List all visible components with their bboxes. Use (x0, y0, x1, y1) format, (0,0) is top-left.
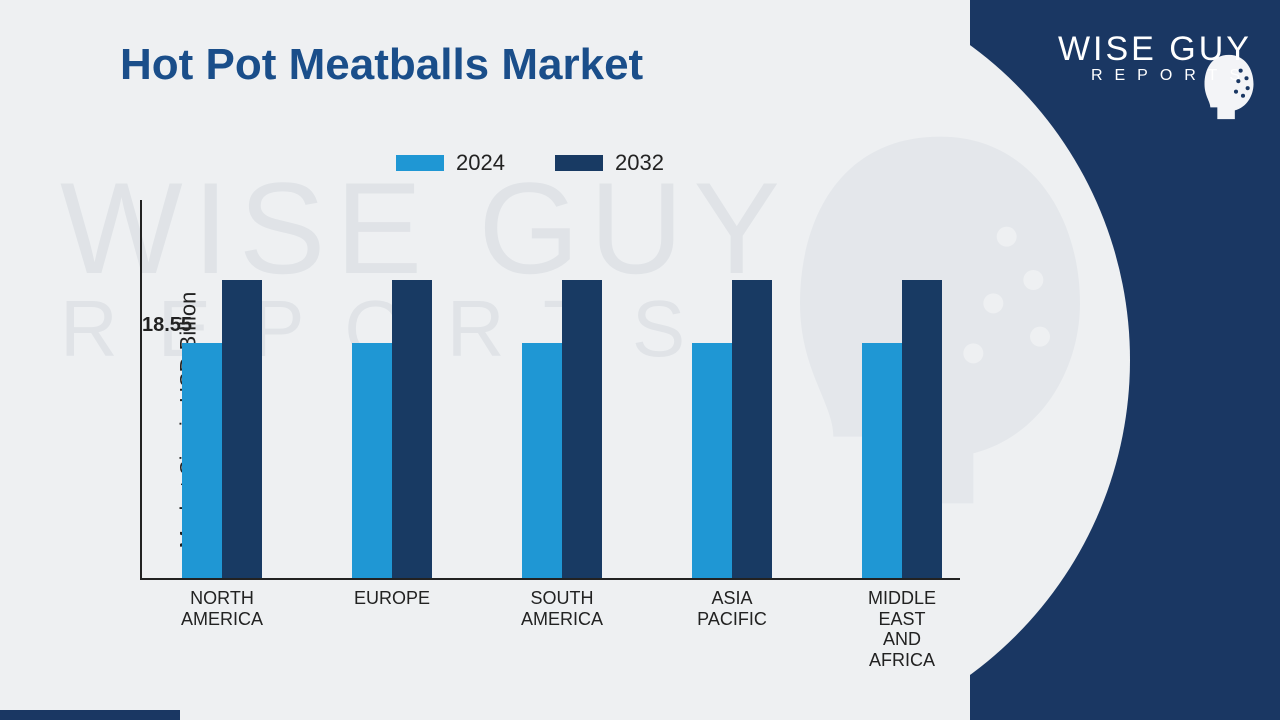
bar-2032 (732, 280, 772, 578)
category-label: SOUTHAMERICA (487, 588, 637, 629)
bar-2032 (562, 280, 602, 578)
bottom-accent-bar (0, 710, 180, 720)
chart-container: Market Size in USD Billion 2024 2032 NOR… (90, 140, 970, 700)
brand-head-icon (1198, 52, 1260, 122)
bar-2032 (392, 280, 432, 578)
category-label: EUROPE (317, 588, 467, 609)
bar-2024 (182, 343, 222, 578)
legend-label-2032: 2032 (615, 150, 664, 176)
category-label: MIDDLEEASTANDAFRICA (827, 588, 977, 671)
legend-label-2024: 2024 (456, 150, 505, 176)
bar-group (842, 280, 962, 578)
bar-2024 (522, 343, 562, 578)
bar-group (332, 280, 452, 578)
legend-item-2032: 2032 (555, 150, 664, 176)
legend-swatch-2024 (396, 155, 444, 171)
legend-item-2024: 2024 (396, 150, 505, 176)
bar-2032 (902, 280, 942, 578)
bar-group (672, 280, 792, 578)
value-callout: 18.55 (142, 314, 192, 337)
chart-legend: 2024 2032 (90, 150, 970, 176)
plot-area: NORTHAMERICAEUROPESOUTHAMERICAASIAPACIFI… (140, 200, 960, 580)
legend-swatch-2032 (555, 155, 603, 171)
bar-2024 (692, 343, 732, 578)
bar-2024 (862, 343, 902, 578)
chart-title: Hot Pot Meatballs Market (120, 40, 643, 90)
category-label: ASIAPACIFIC (657, 588, 807, 629)
bar-2032 (222, 280, 262, 578)
bar-group (502, 280, 622, 578)
brand-logo: WISE GUY REPORTS (1058, 30, 1252, 85)
bar-2024 (352, 343, 392, 578)
category-label: NORTHAMERICA (147, 588, 297, 629)
